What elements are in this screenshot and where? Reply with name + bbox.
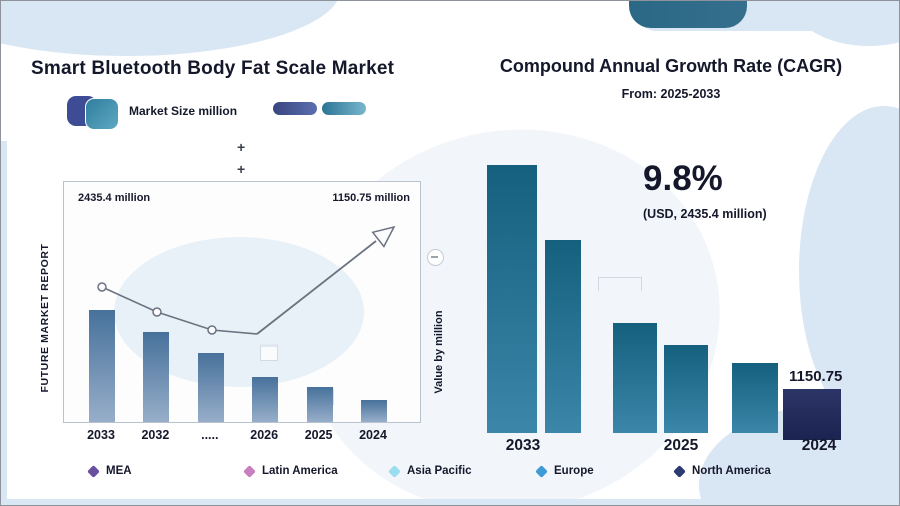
left-strip [1, 141, 7, 505]
value-by-million-label: Value by million [433, 310, 445, 394]
x-axis-year-label: 2032 [141, 428, 170, 442]
market-size-bar [252, 377, 279, 422]
diamond-icon [535, 464, 548, 478]
market-size-chart: 2435.4 million 1150.75 million [63, 181, 421, 423]
x-axis-year-label: ..... [201, 428, 219, 442]
end-value-label: 1150.75 million [332, 192, 410, 204]
cagr-bar-navy [783, 389, 841, 440]
start-value-label: 2435.4 million [78, 192, 151, 204]
diamond-icon [673, 464, 686, 478]
trend-arrow-icon [97, 225, 396, 335]
legend-label: MEA [106, 465, 132, 477]
pill-teal-icon [322, 102, 366, 115]
cagr-title: Compound Annual Growth Rate (CAGR) [499, 56, 843, 76]
legend-item-europe: Europe [535, 464, 594, 478]
legend-item-north-america: North America [673, 464, 771, 478]
plus-decoration: + [237, 139, 246, 155]
legend-label: Asia Pacific [407, 465, 472, 477]
market-size-bar [306, 387, 333, 422]
minus-circle-icon [427, 249, 444, 266]
market-size-bar [197, 353, 224, 422]
cagr-bar [613, 323, 657, 433]
legend-pills [273, 102, 366, 115]
cagr-year-label: 2024 [801, 437, 837, 454]
pill-navy-icon [273, 102, 317, 115]
market-size-bar [89, 310, 115, 422]
top-right-blob [789, 1, 899, 46]
x-axis-year-label: 2025 [304, 428, 333, 442]
diamond-icon [388, 464, 401, 478]
diamond-icon [87, 464, 100, 478]
legend-item-mea: MEA [87, 464, 132, 478]
top-teal-band [629, 1, 747, 28]
cagr-basis: (USD, 2435.4 million) [643, 207, 767, 221]
plus-decoration: + [237, 161, 246, 177]
cagr-subtitle: From: 2025-2033 [621, 87, 721, 101]
market-size-legend-label: Market Size million [129, 104, 238, 118]
top-left-blob [1, 1, 341, 56]
cagr-year-label: 2033 [505, 437, 541, 454]
cagr-annotation: 1150.75 [789, 368, 843, 385]
cagr-bar [487, 165, 537, 433]
x-axis-year-label: 2024 [359, 428, 387, 442]
cagr-year-label: 2025 [663, 437, 699, 454]
x-axis-year-label: 2033 [87, 428, 115, 442]
bracket-decoration [598, 277, 642, 291]
bottom-strip [1, 499, 741, 505]
future-market-report-label: FUTURE MARKET REPORT [39, 243, 51, 393]
cagr-bar [545, 240, 581, 433]
window-decoration-icon [260, 344, 278, 361]
legend-label: Latin America [262, 465, 338, 477]
cagr-percentage: 9.8% [643, 159, 723, 198]
cagr-chart [471, 151, 861, 440]
legend-item-latin-america: Latin America [243, 464, 338, 478]
market-size-bar [361, 400, 387, 422]
scale-icon-overlay [85, 98, 119, 130]
legend-label: North America [692, 465, 771, 477]
x-axis-year-label: 2026 [250, 428, 279, 442]
legend-label: Europe [554, 465, 594, 477]
diamond-icon [243, 464, 256, 478]
cagr-bar [664, 345, 708, 433]
left-panel-title: Smart Bluetooth Body Fat Scale Market [31, 58, 395, 79]
cagr-bar [732, 363, 778, 433]
legend-item-asia-pacific: Asia Pacific [388, 464, 472, 478]
market-size-bar [143, 332, 170, 422]
